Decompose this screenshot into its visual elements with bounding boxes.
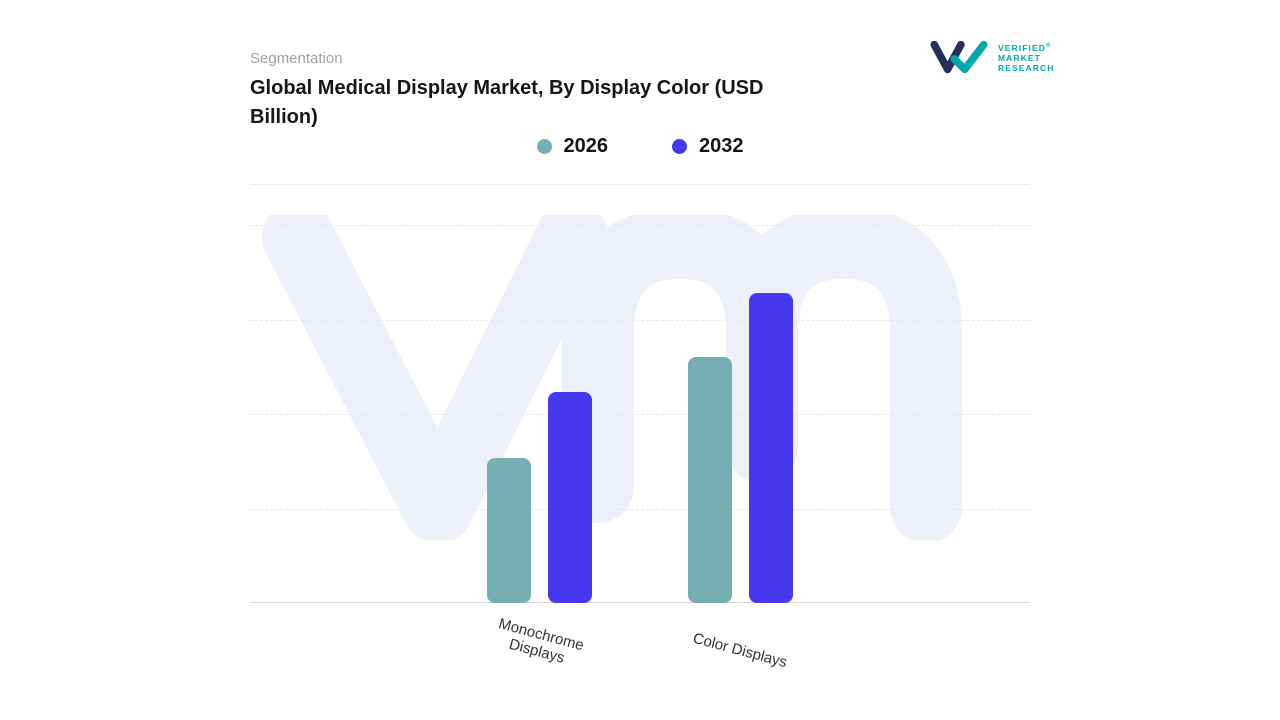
legend-swatch-2026 [536, 139, 552, 154]
gridline [250, 414, 1030, 415]
vmr-watermark [262, 215, 962, 540]
legend-label-2032: 2032 [699, 135, 744, 157]
bar-group-monochrome-displays [487, 225, 592, 603]
chart-title: Global Medical Display Market, By Displa… [250, 77, 764, 128]
bar-2032-monochrome-displays[interactable] [548, 392, 592, 603]
vmr-logo-mark [930, 40, 988, 74]
x-axis-label-color-displays: Color Displays [691, 629, 789, 672]
bar-2026-color-displays[interactable] [688, 356, 732, 603]
x-axis-line [250, 602, 1030, 603]
vmr-logo: VERIFIED® MARKET RESEARCH [928, 38, 1055, 76]
gridline [250, 225, 1030, 226]
bar-series-container [250, 225, 1030, 603]
registered-mark: ® [1046, 43, 1051, 50]
legend-swatch-2032 [672, 139, 687, 154]
gridline [250, 508, 1030, 510]
legend-item-2026[interactable]: 2026 [536, 135, 609, 158]
legend-label-2026: 2026 [563, 135, 609, 157]
vmr-logo-text: VERIFIED® MARKET RESEARCH [998, 42, 1055, 73]
legend-item-2032[interactable]: 2032 [672, 135, 744, 158]
gridline [250, 319, 1030, 321]
header-divider [250, 184, 1030, 185]
chart-legend: 2026 2032 [250, 135, 1030, 158]
plot-area [250, 225, 1030, 603]
bar-2032-color-displays[interactable] [749, 293, 793, 603]
x-axis-label-monochrome-displays: Monochrome Displays [496, 615, 586, 667]
section-label: Segmentation [250, 50, 343, 67]
bar-2026-monochrome-displays[interactable] [487, 457, 531, 603]
bar-group-color-displays [688, 225, 793, 603]
